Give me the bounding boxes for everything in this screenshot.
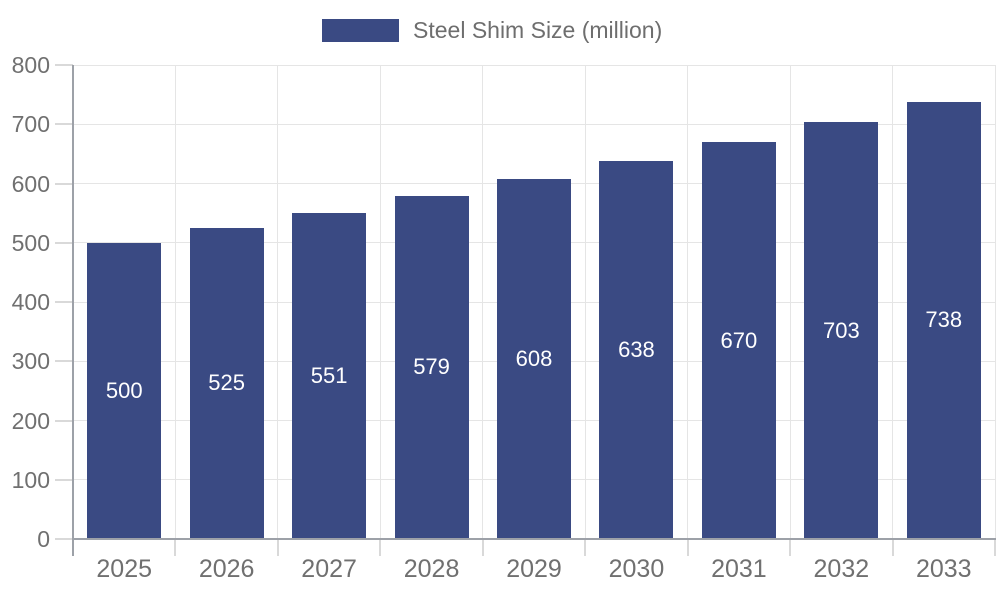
- gridline-vertical: [687, 65, 689, 539]
- bar: [189, 227, 264, 539]
- y-axis-tick: [55, 64, 73, 66]
- y-axis-tick: [55, 538, 73, 540]
- gridline-vertical: [789, 65, 791, 539]
- x-axis-tick-label: 2028: [403, 555, 460, 583]
- gridline-vertical: [994, 65, 996, 539]
- bar: [701, 142, 776, 539]
- x-axis-tick-label: 2032: [813, 555, 870, 583]
- x-axis-tick: [789, 539, 792, 556]
- bar-value-label: 500: [105, 377, 143, 403]
- y-axis-tick-label: 100: [11, 466, 50, 493]
- bar-value-label: 670: [720, 327, 758, 353]
- x-axis-tick: [686, 539, 689, 556]
- bar: [804, 122, 879, 539]
- bar: [292, 212, 367, 539]
- x-axis-tick: [481, 539, 484, 556]
- x-axis-tick: [276, 539, 279, 556]
- gridline-vertical: [174, 65, 176, 539]
- legend-label: Steel Shim Size (million): [413, 17, 663, 43]
- y-axis-tick: [55, 301, 73, 303]
- y-axis-tick-label: 500: [11, 229, 50, 256]
- x-axis-tick-label: 2029: [506, 555, 562, 583]
- y-axis-line: [72, 65, 74, 556]
- bar-value-label: 703: [822, 317, 860, 343]
- x-axis-tick-label: 2033: [915, 555, 972, 583]
- bar-value-label: 638: [618, 336, 655, 362]
- x-axis-tick: [584, 539, 587, 556]
- bar-value-label: 579: [413, 354, 450, 380]
- bar: [394, 195, 469, 539]
- gridline-vertical: [277, 65, 279, 539]
- bar-value-label: 551: [310, 362, 348, 388]
- x-axis-line: [72, 538, 996, 540]
- x-axis-tick: [994, 539, 996, 556]
- legend[interactable]: Steel Shim Size (million): [322, 17, 662, 44]
- gridline-vertical: [892, 65, 894, 539]
- gridline-vertical: [584, 65, 586, 539]
- x-axis-tick: [891, 539, 894, 556]
- bar-value-label: 525: [208, 370, 246, 396]
- x-axis-tick: [379, 539, 382, 556]
- x-axis-tick-label: 2031: [711, 555, 767, 583]
- bar: [87, 242, 162, 539]
- y-axis-tick: [55, 419, 73, 422]
- bar-value-label: 608: [515, 345, 553, 371]
- y-axis-tick: [55, 241, 73, 244]
- y-axis-tick-label: 400: [11, 289, 50, 315]
- x-axis-tick-label: 2026: [198, 555, 255, 583]
- gridline-vertical: [379, 65, 381, 539]
- bar: [599, 160, 674, 539]
- y-axis-tick-label: 700: [11, 111, 50, 138]
- legend-swatch[interactable]: [322, 19, 399, 42]
- y-axis-tick-label: 600: [11, 170, 50, 197]
- x-axis-tick-label: 2025: [96, 555, 153, 583]
- y-axis-tick: [55, 123, 73, 126]
- y-axis-tick-label: 800: [11, 52, 50, 78]
- y-axis-tick: [55, 478, 73, 481]
- gridline-horizontal: [73, 64, 995, 66]
- gridline-horizontal: [73, 123, 995, 125]
- bar-value-label: 738: [925, 307, 963, 333]
- y-axis-tick-label: 200: [11, 407, 50, 434]
- gridline-vertical: [482, 65, 484, 539]
- bar: [906, 101, 981, 539]
- x-axis-tick-label: 2030: [608, 555, 665, 583]
- y-axis-tick: [55, 360, 73, 363]
- x-axis-tick-label: 2027: [301, 555, 357, 583]
- bar: [497, 178, 571, 539]
- y-axis-tick-label: 300: [11, 348, 50, 375]
- y-axis-tick-label: 0: [37, 526, 50, 552]
- y-axis-tick: [55, 182, 73, 185]
- x-axis-tick: [174, 539, 177, 556]
